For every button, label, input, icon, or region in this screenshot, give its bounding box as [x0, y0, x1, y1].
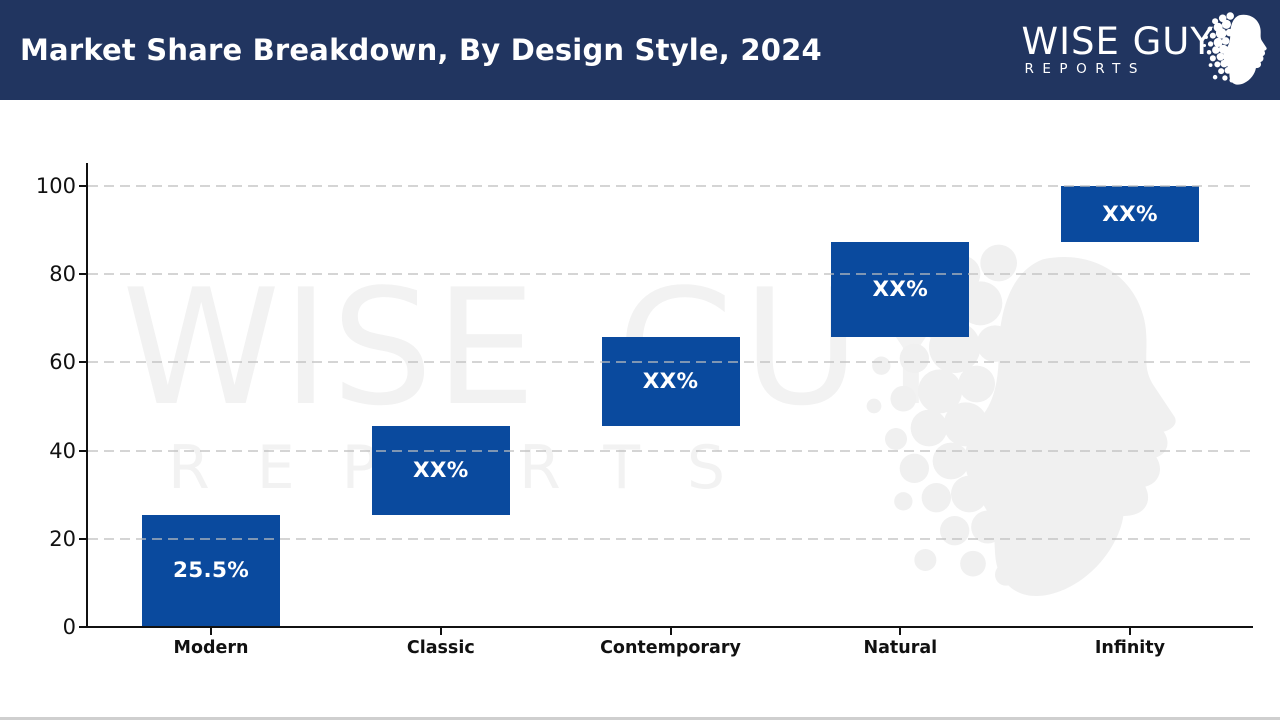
- bar-contemporary: XX%: [601, 337, 740, 426]
- y-tick-label: 60: [49, 350, 76, 375]
- x-tick-label-classic: Classic: [406, 638, 475, 658]
- logo-brand-text: WISE GUY: [1021, 20, 1214, 64]
- x-tick-mark: [899, 628, 902, 635]
- bar-classic: XX%: [371, 425, 510, 515]
- x-tick-label-infinity: Infinity: [1094, 638, 1166, 658]
- x-tick-mark: [1129, 628, 1131, 635]
- x-axis: [86, 626, 1253, 628]
- bar-infinity: XX%: [1061, 186, 1199, 242]
- bar-value-label: XX%: [1102, 201, 1158, 227]
- logo-text: WISE GUY REPORTS: [1022, 23, 1214, 77]
- x-tick-label-contemporary: Contemporary: [600, 638, 741, 658]
- y-tick-mark: [79, 537, 87, 540]
- y-tick-mark: [79, 185, 87, 187]
- watermark-text-primary: WISE GUY: [122, 254, 962, 441]
- bar-value-label: XX%: [642, 369, 699, 395]
- bottom-border: [0, 717, 1280, 720]
- x-tick-mark: [669, 628, 672, 635]
- x-tick-mark: [439, 628, 442, 635]
- bar-natural: XX%: [831, 242, 970, 338]
- x-tick-label-natural: Natural: [863, 638, 938, 658]
- y-tick-label: 100: [35, 174, 76, 198]
- wise-guy-logo: WISE GUY REPORTS: [1022, 12, 1268, 88]
- watermark-head-icon: [852, 238, 1182, 618]
- gridline-y-100: [88, 185, 1253, 187]
- gridline-y-20: [88, 537, 1253, 540]
- y-tick-mark: [79, 361, 87, 364]
- bar-modern: 25.5%: [142, 514, 280, 627]
- gridline-y-80: [88, 273, 1253, 276]
- x-tick-mark: [210, 628, 212, 635]
- gridline-y-60: [88, 361, 1253, 364]
- bar-value-label: XX%: [412, 457, 469, 483]
- y-tick-label: 20: [49, 526, 76, 551]
- header: Market Share Breakdown, By Design Style,…: [0, 0, 1280, 100]
- gridline-y-40: [88, 449, 1253, 452]
- dotted-head-icon: [1200, 12, 1268, 88]
- x-tick-label-modern: Modern: [173, 638, 249, 658]
- bar-value-label: 25.5%: [172, 558, 250, 584]
- logo-sub-text: REPORTS: [1024, 61, 1146, 78]
- y-tick-mark: [79, 626, 87, 628]
- y-tick-mark: [79, 273, 87, 276]
- y-axis: [86, 163, 88, 628]
- page-title: Market Share Breakdown, By Design Style,…: [20, 33, 822, 67]
- y-tick-label: 80: [49, 262, 76, 287]
- y-tick-mark: [79, 449, 87, 452]
- bar-value-label: XX%: [872, 277, 929, 303]
- watermark-text-secondary: REPORTS: [168, 433, 773, 503]
- y-tick-label: 0: [62, 615, 76, 639]
- y-tick-label: 40: [49, 438, 76, 463]
